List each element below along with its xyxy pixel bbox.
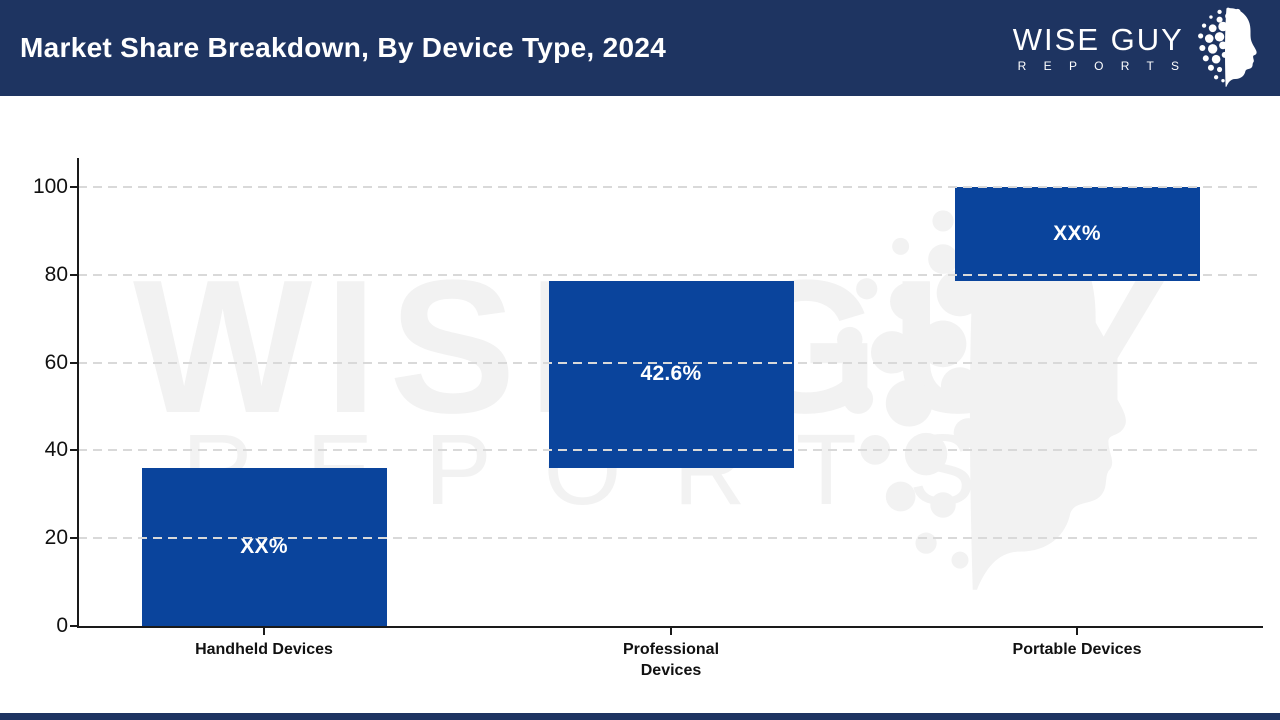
footer-bar bbox=[0, 713, 1280, 720]
y-tick-label: 0 bbox=[56, 614, 68, 637]
waterfall-bar: XX% bbox=[141, 467, 387, 626]
y-tick-label: 80 bbox=[44, 262, 68, 286]
x-axis-line bbox=[77, 626, 1263, 628]
logo-brand-name: WISE GUY bbox=[1012, 21, 1184, 57]
x-category-label: Handheld Devices bbox=[195, 641, 333, 658]
logo-brand-subtitle: R E P O R T S bbox=[1017, 58, 1186, 73]
x-axis-tick bbox=[1076, 628, 1078, 635]
grid-line bbox=[78, 273, 1262, 276]
y-axis-tick bbox=[70, 186, 78, 188]
header-bar: Market Share Breakdown, By Device Type, … bbox=[0, 0, 1280, 96]
waterfall-bar: XX% bbox=[954, 187, 1200, 281]
y-tick-label: 60 bbox=[44, 350, 68, 374]
wise-guy-reports-logo: WISE GUY R E P O R T S bbox=[1011, 4, 1266, 92]
y-axis-tick bbox=[70, 449, 78, 452]
waterfall-bar: 42.6% bbox=[548, 280, 794, 468]
bar-value-label: XX% bbox=[1053, 221, 1101, 245]
y-tick-label: 100 bbox=[32, 175, 68, 198]
x-axis-tick bbox=[670, 628, 672, 635]
logo-text: WISE GUY R E P O R T S bbox=[1011, 24, 1186, 73]
y-axis-tick bbox=[70, 625, 78, 627]
y-axis-tick bbox=[70, 273, 78, 276]
bar-value-label: 42.6% bbox=[640, 362, 702, 386]
grid-line bbox=[78, 449, 1262, 452]
x-category-label: Professional Devices bbox=[622, 641, 720, 679]
x-axis-tick bbox=[263, 628, 265, 635]
grid-line bbox=[78, 537, 1262, 540]
x-category-label: Portable Devices bbox=[1012, 641, 1142, 658]
y-axis-tick bbox=[70, 361, 78, 364]
grid-line bbox=[78, 361, 1262, 364]
dotted-head-logo-icon bbox=[1180, 4, 1266, 92]
y-axis-line bbox=[77, 158, 79, 628]
bar-value-label: XX% bbox=[240, 534, 288, 558]
y-tick-label: 40 bbox=[44, 438, 68, 462]
chart-title: Market Share Breakdown, By Device Type, … bbox=[20, 32, 667, 63]
y-tick-label: 20 bbox=[44, 526, 68, 550]
y-axis-tick bbox=[70, 537, 78, 540]
grid-line bbox=[78, 186, 1262, 188]
